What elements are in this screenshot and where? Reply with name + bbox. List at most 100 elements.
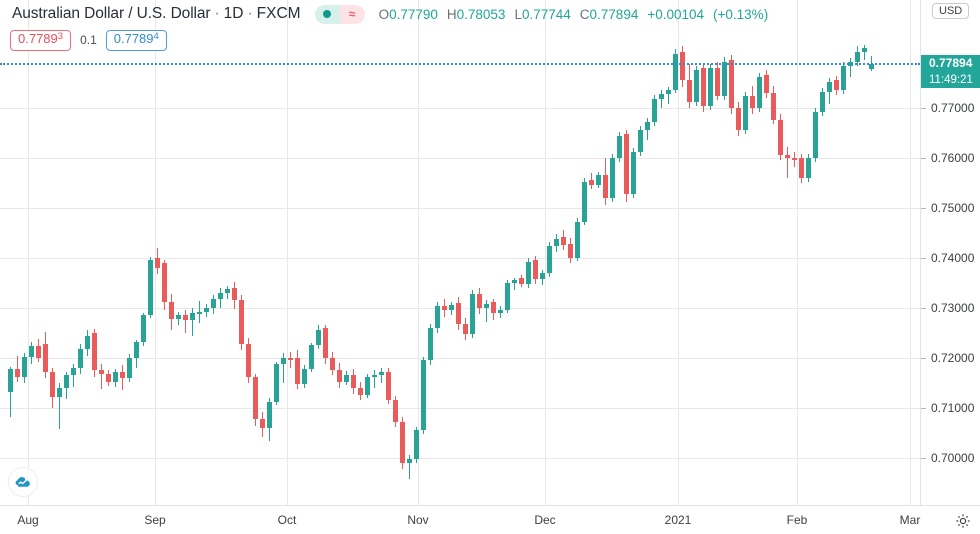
gridline-vertical [910,0,911,505]
candle-body [638,130,643,152]
chart-pane[interactable] [0,0,920,505]
candle-body [190,313,195,320]
candle-body [624,134,629,194]
candle-body [344,375,349,382]
approx-wave-icon[interactable]: ≈ [339,4,365,24]
candle-body [568,244,573,258]
candle-body [575,222,580,258]
tradingview-logo-icon[interactable] [8,467,38,497]
gridline-vertical [545,0,546,505]
candle-body [456,303,461,324]
time-scale-tick: 2021 [664,513,692,527]
candle-body [554,239,559,246]
candle-body [15,369,20,377]
candle-wick [661,90,662,108]
candle-body [722,62,727,96]
candle-wick [73,364,74,387]
candle-body [337,370,342,382]
candle-body [477,294,482,308]
candle-wick [409,455,410,479]
gridline-horizontal [0,358,920,359]
candle-body [225,289,230,293]
candle-body [799,158,804,178]
candle-wick [871,55,872,71]
candle-wick [374,370,375,388]
candle-body [610,158,615,198]
candle-body [442,306,447,310]
chart-legend: Australian Dollar / U.S. Dollar · 1D · F… [0,0,920,52]
spread-value: 0.1 [80,33,97,47]
candle-body [582,182,587,222]
candle-body [659,94,664,99]
candle-body [855,52,860,62]
candle-body [491,302,496,313]
candle-body [50,372,55,397]
close-label: C [579,6,590,22]
chart-style-toggle[interactable]: ≈ [314,4,365,24]
candle-body [36,346,41,358]
time-scale-tick: Oct [277,513,297,527]
candle-body [288,358,293,360]
candle-body [386,372,391,400]
candle-wick [486,300,487,322]
exchange-label[interactable]: FXCM [256,5,301,22]
time-scale[interactable]: Aug Sep Oct Nov Dec 2021 Feb Mar [0,505,980,534]
candle-body [379,372,384,375]
candle-body [470,294,475,334]
candle-body [92,333,97,370]
interval-label[interactable]: 1D [223,5,244,22]
candle-body [372,375,377,377]
time-scale-tick: Aug [17,513,39,527]
gear-icon[interactable] [954,512,972,530]
candle-body [561,237,566,245]
candle-body [428,328,433,360]
candle-body [869,63,874,69]
candle-body [253,377,258,419]
candle-body [596,175,601,185]
price-scale-tick: 0.77000 [931,101,975,115]
candle-wick [283,353,284,383]
candle-body [330,358,335,370]
candle-body [162,263,167,302]
filled-circle-icon[interactable] [314,4,340,24]
bid-price-badge[interactable]: 0.7789 3 [10,29,72,51]
gridline-horizontal [0,158,920,159]
price-scale-tick-mark [921,308,926,309]
candle-body [155,258,160,268]
candle-body [512,280,517,283]
candle-body [8,369,13,392]
candle-body [750,96,755,108]
gridline-horizontal [0,458,920,459]
currency-badge[interactable]: USD [932,3,970,19]
candle-wick [850,58,851,77]
price-scale[interactable]: USD 0.77894 11:49:21 0.77000 0.76000 0.750… [920,0,980,505]
candle-body [631,152,636,194]
countdown-tag: 11:49:21 [921,72,980,89]
price-scale-tick: 0.75000 [931,201,975,215]
candle-body [232,288,237,300]
symbol-title[interactable]: Australian Dollar / U.S. Dollar [12,5,211,22]
price-scale-tick-mark [921,158,926,159]
candle-body [715,68,720,96]
close-value: 0.77894 [589,6,639,22]
candle-body [680,52,685,80]
candle-body [820,92,825,112]
candle-body [106,374,111,382]
candle-body [505,283,510,310]
candle-body [358,388,363,395]
ask-price-badge[interactable]: 0.7789 4 [105,29,167,51]
candle-wick [290,352,291,368]
candle-body [792,158,797,160]
candle-body [71,368,76,375]
bid-price-tail: 3 [57,31,64,42]
candle-body [687,80,692,102]
candle-body [827,82,832,92]
candle-body [407,459,412,463]
candle-body [197,312,202,314]
candle-body [617,136,622,158]
candle-wick [10,366,11,417]
candle-body [29,346,34,357]
price-scale-tick: 0.71000 [931,401,975,415]
candle-wick [787,147,788,178]
candle-body [666,90,671,94]
